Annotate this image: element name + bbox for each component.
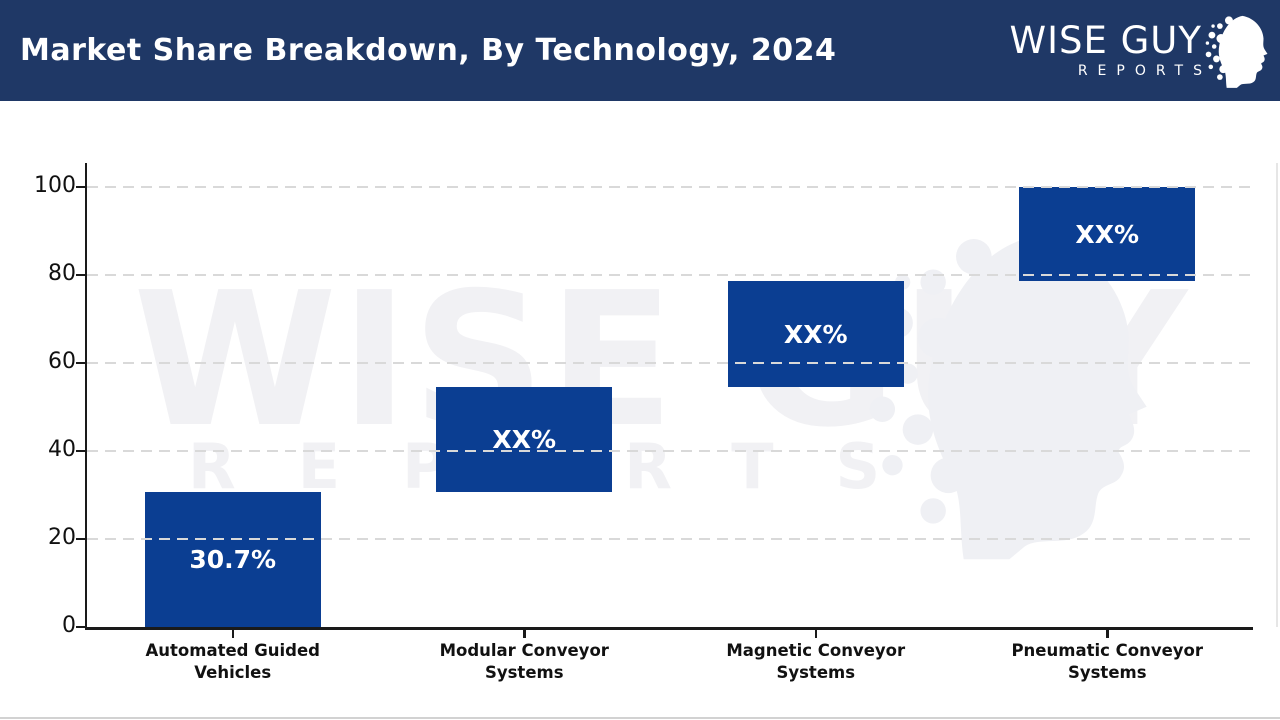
x-category-label: Automated Guided Vehicles (73, 640, 393, 684)
bar-segment: XX% (1019, 187, 1196, 282)
bar-value-label: XX% (783, 319, 848, 349)
brand-subtext: REPORTS (1077, 63, 1212, 79)
x-category-label-line: Magnetic Conveyor (726, 641, 906, 660)
x-tick (1106, 629, 1109, 638)
bar-value-label: XX% (492, 425, 557, 455)
bar-segment: XX% (436, 387, 613, 492)
x-category-label-line: Automated Guided (145, 641, 320, 660)
gridline (87, 274, 1253, 276)
brand-logo: WISE GUY REPORTS (1010, 12, 1272, 90)
bar-segment: 30.7% (144, 491, 321, 627)
y-tick-label: 80 (48, 261, 76, 286)
x-category-label-line: Pneumatic Conveyor (1011, 641, 1204, 660)
y-tick (76, 625, 85, 629)
y-tick (76, 537, 85, 541)
x-tick (814, 629, 817, 638)
brand-logo-text: WISE GUY REPORTS (1010, 22, 1202, 79)
page-title: Market Share Breakdown, By Technology, 2… (20, 33, 837, 68)
y-tick-label: 100 (34, 173, 76, 198)
right-spine (1276, 163, 1278, 627)
gridline (87, 538, 1253, 540)
x-tick (231, 629, 234, 638)
header-bar: Market Share Breakdown, By Technology, 2… (0, 0, 1280, 101)
gridline (87, 362, 1253, 364)
x-category-label-line: Modular Conveyor (439, 641, 609, 660)
brand-face-icon (1204, 12, 1272, 90)
y-tick-label: 40 (48, 437, 76, 462)
bar-segment: XX% (727, 281, 904, 388)
bar-value-label: 30.7% (189, 544, 277, 574)
x-category-label-line: Systems (484, 662, 564, 682)
x-category-label-line: Vehicles (194, 662, 272, 682)
brand-wordmark: WISE GUY (1009, 19, 1202, 62)
y-tick (76, 449, 85, 453)
y-tick-label: 20 (48, 525, 76, 550)
x-axis-spine (84, 627, 1253, 630)
bottom-rule (0, 717, 1280, 719)
x-category-label: Modular Conveyor Systems (364, 640, 684, 684)
gridline (87, 186, 1253, 188)
x-category-label: Magnetic Conveyor Systems (656, 640, 976, 684)
x-category-label-line: Systems (776, 662, 856, 682)
y-tick (76, 361, 85, 365)
bar-value-label: XX% (1075, 219, 1140, 249)
y-axis-spine (84, 163, 87, 629)
y-tick-label: 0 (62, 613, 76, 638)
y-tick (76, 185, 85, 189)
x-category-label-line: Systems (1067, 662, 1147, 682)
gridline (87, 450, 1253, 452)
y-tick-label: 60 (48, 349, 76, 374)
x-tick (523, 629, 526, 638)
y-tick (76, 273, 85, 277)
x-category-label: Pneumatic Conveyor Systems (947, 640, 1267, 684)
